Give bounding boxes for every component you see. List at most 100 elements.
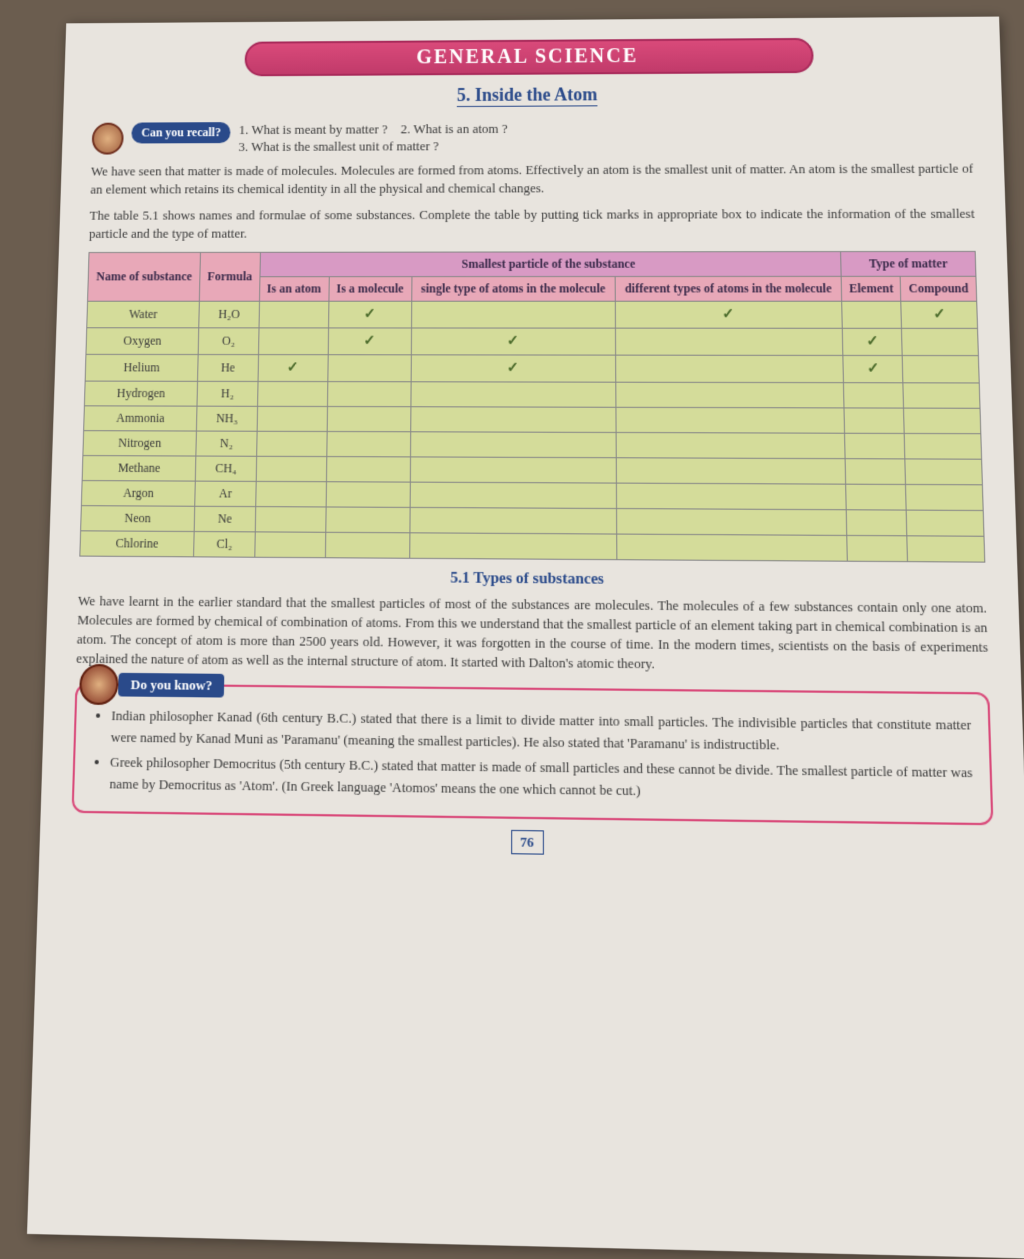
cell-tick: [258, 327, 328, 354]
cell-formula: Ne: [194, 506, 255, 532]
cell-tick: [257, 381, 327, 406]
cell-tick: [410, 482, 617, 508]
cell-tick: [845, 433, 906, 459]
cell-tick: [410, 431, 616, 457]
cell-name: Ammonia: [84, 405, 198, 430]
textbook-page: GENERAL SCIENCE 5. Inside the Atom Can y…: [27, 17, 1024, 1259]
cell-tick: [615, 382, 844, 408]
col-name: Name of substance: [88, 252, 201, 301]
cell-tick: [903, 382, 980, 407]
cell-tick: ✓: [328, 327, 411, 354]
cell-tick: [327, 381, 411, 406]
cell-tick: [616, 508, 847, 535]
cell-tick: ✓: [843, 355, 903, 382]
cell-tick: [616, 432, 845, 458]
cell-tick: [902, 328, 978, 355]
cell-tick: [903, 355, 980, 382]
table-row: AmmoniaNH₃: [84, 405, 981, 433]
substances-table: Name of substance Formula Smallest parti…: [79, 250, 985, 562]
cell-tick: ✓: [901, 301, 977, 328]
cell-name: Chlorine: [80, 530, 195, 556]
col-compound: Compound: [901, 276, 977, 301]
dyk-list: Indian philosopher Kanad (6th century B.…: [91, 705, 974, 805]
cell-formula: O₂: [198, 327, 258, 354]
intro-paragraph: We have seen that matter is made of mole…: [90, 159, 974, 199]
cell-tick: [325, 532, 410, 558]
cell-tick: [907, 510, 984, 536]
cell-tick: [255, 506, 326, 532]
cell-formula: H₂: [197, 381, 257, 406]
cell-formula: He: [198, 354, 258, 381]
cell-tick: [259, 301, 329, 328]
chapter-title: 5. Inside the Atom: [457, 84, 598, 107]
cell-tick: [325, 506, 409, 532]
cell-name: Water: [87, 301, 200, 328]
col-formula: Formula: [200, 252, 260, 301]
recall-badge: Can you recall?: [131, 122, 231, 143]
col-element: Element: [841, 276, 901, 301]
cell-tick: [845, 458, 906, 484]
cell-name: Neon: [81, 505, 195, 531]
cell-tick: [409, 532, 616, 559]
col-group-type: Type of matter: [841, 251, 976, 276]
cell-tick: [411, 301, 615, 328]
cell-tick: [615, 328, 843, 355]
cell-tick: [256, 456, 327, 481]
cell-tick: [410, 406, 615, 432]
chapter-title-wrap: 5. Inside the Atom: [93, 78, 972, 117]
cell-formula: N₂: [196, 431, 257, 456]
cell-tick: [907, 535, 984, 561]
cell-formula: NH₃: [197, 406, 258, 431]
table-intro-paragraph: The table 5.1 shows names and formulae o…: [89, 205, 976, 244]
cell-tick: ✓: [842, 328, 902, 355]
cell-formula: CH₄: [196, 456, 257, 481]
recall-icon: [91, 123, 123, 155]
cell-tick: [844, 407, 905, 433]
cell-tick: [616, 483, 846, 510]
cell-tick: [411, 381, 616, 407]
cell-tick: [257, 406, 327, 431]
table-row: NitrogenN₂: [83, 430, 982, 459]
cell-tick: [326, 431, 410, 456]
cell-tick: [904, 408, 981, 434]
do-you-know-box: Do you know? Indian philosopher Kanad (6…: [72, 683, 994, 825]
table-row: ChlorineCl₂: [80, 530, 985, 561]
cell-tick: [906, 484, 983, 510]
cell-name: Helium: [85, 354, 198, 381]
cell-tick: [842, 301, 902, 328]
cell-tick: ✓: [328, 301, 411, 328]
col-atom: Is an atom: [259, 276, 329, 301]
cell-name: Argon: [81, 480, 195, 506]
cell-tick: ✓: [411, 354, 616, 381]
cell-tick: [846, 509, 907, 535]
cell-tick: [326, 456, 410, 482]
dyk-icon: [79, 664, 119, 705]
recall-q2: 2. What is an atom ?: [401, 121, 508, 137]
recall-section: Can you recall? 1. What is meant by matt…: [91, 119, 972, 157]
cell-tick: [905, 458, 982, 484]
cell-tick: [905, 433, 982, 459]
section-title: 5.1 Types of substances: [78, 567, 986, 592]
cell-tick: [616, 534, 847, 561]
cell-formula: Ar: [195, 481, 256, 506]
cell-formula: H₂O: [199, 301, 259, 328]
col-molecule: Is a molecule: [329, 276, 412, 301]
cell-formula: Cl₂: [194, 531, 255, 557]
subject-banner: GENERAL SCIENCE: [244, 38, 814, 76]
dyk-item: Indian philosopher Kanad (6th century B.…: [110, 705, 972, 757]
recall-questions: 1. What is meant by matter ? 2. What is …: [238, 121, 507, 156]
cell-tick: [844, 382, 904, 407]
table-row: WaterH₂O✓✓✓: [87, 301, 978, 328]
cell-tick: [326, 481, 410, 507]
col-diff: different types of atoms in the molecule: [615, 276, 842, 301]
cell-tick: [255, 481, 326, 507]
col-group-smallest: Smallest particle of the substance: [260, 251, 842, 276]
table-row: OxygenO₂✓✓✓: [86, 327, 978, 355]
cell-tick: [616, 457, 846, 483]
table-row: HydrogenH₂: [84, 381, 980, 408]
table-body: WaterH₂O✓✓✓OxygenO₂✓✓✓HeliumHe✓✓✓Hydroge…: [80, 301, 985, 562]
table-row: HeliumHe✓✓✓: [85, 354, 979, 383]
cell-tick: [256, 431, 326, 456]
cell-tick: ✓: [411, 328, 615, 355]
page-number: 76: [511, 830, 544, 855]
